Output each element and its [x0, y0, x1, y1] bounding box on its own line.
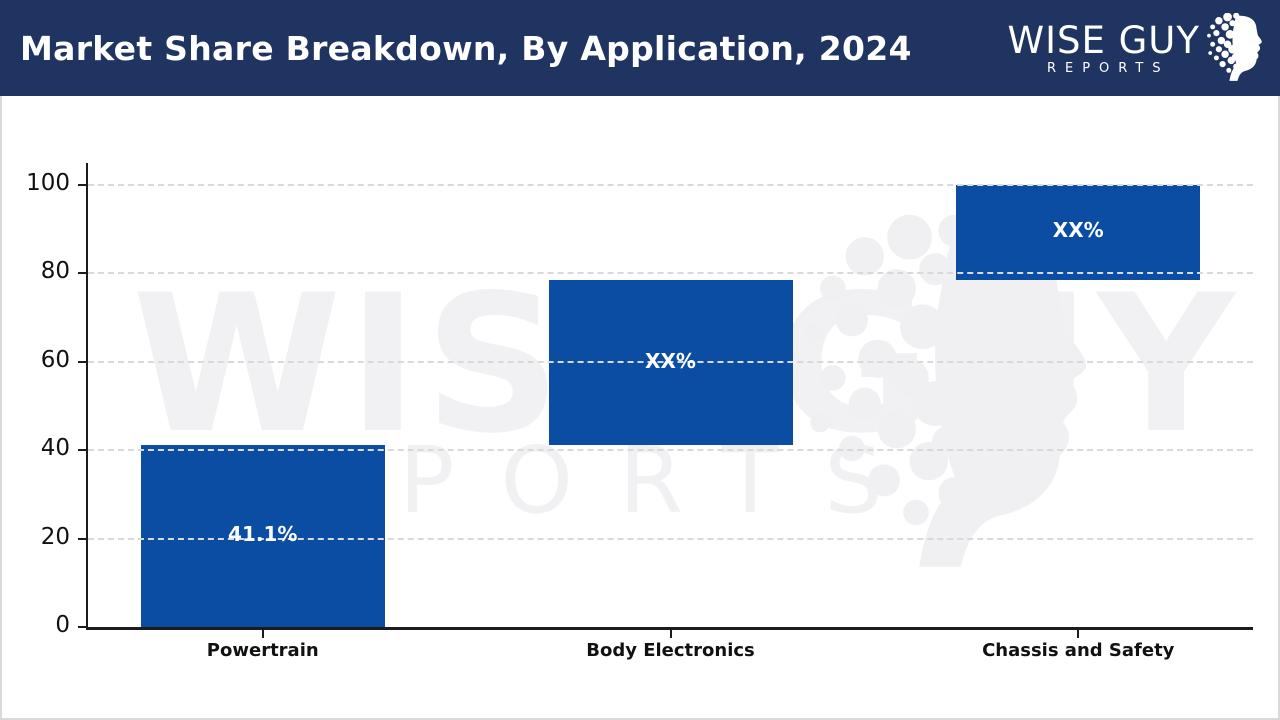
- logo-line1: WISE GUY: [1007, 18, 1200, 62]
- gridline: [88, 272, 1253, 275]
- logo-face-icon: [1207, 13, 1262, 81]
- y-tick: [78, 360, 88, 363]
- y-tick: [78, 184, 88, 187]
- y-tick-label: 0: [55, 612, 70, 638]
- brand-logo: WISE GUY REPORTS: [1008, 13, 1266, 83]
- bar-value-label: 41.1%: [228, 522, 298, 547]
- y-tick: [78, 537, 88, 540]
- bar-value-label: XX%: [1052, 218, 1104, 243]
- y-tick: [78, 626, 88, 628]
- x-category-label: Chassis and Safety: [982, 640, 1175, 661]
- y-tick: [78, 449, 88, 452]
- x-tick: [669, 630, 672, 638]
- gridline: [88, 360, 1253, 363]
- y-tick-label: 40: [40, 435, 70, 462]
- y-axis: [86, 163, 88, 629]
- logo-wordmark: WISE GUY REPORTS: [1008, 22, 1200, 75]
- gridline: [88, 449, 1253, 452]
- x-tick: [1077, 630, 1080, 638]
- gridline: [88, 537, 1253, 540]
- x-category-label: Powertrain: [206, 640, 319, 661]
- y-tick-label: 20: [40, 523, 70, 550]
- y-tick-label: 80: [40, 258, 70, 285]
- y-tick-label: 100: [26, 170, 70, 197]
- x-category-label: Body Electronics: [586, 640, 755, 661]
- bar: [140, 445, 385, 627]
- x-tick: [261, 630, 264, 638]
- page-title: Market Share Breakdown, By Application, …: [20, 28, 912, 68]
- logo-line2: REPORTS: [1046, 60, 1170, 76]
- gridline: [88, 184, 1253, 187]
- y-tick-label: 60: [40, 346, 70, 373]
- x-axis: [86, 627, 1253, 630]
- bar-value-label: XX%: [645, 348, 696, 373]
- header: Market Share Breakdown, By Application, …: [0, 0, 1280, 96]
- y-tick: [78, 272, 88, 275]
